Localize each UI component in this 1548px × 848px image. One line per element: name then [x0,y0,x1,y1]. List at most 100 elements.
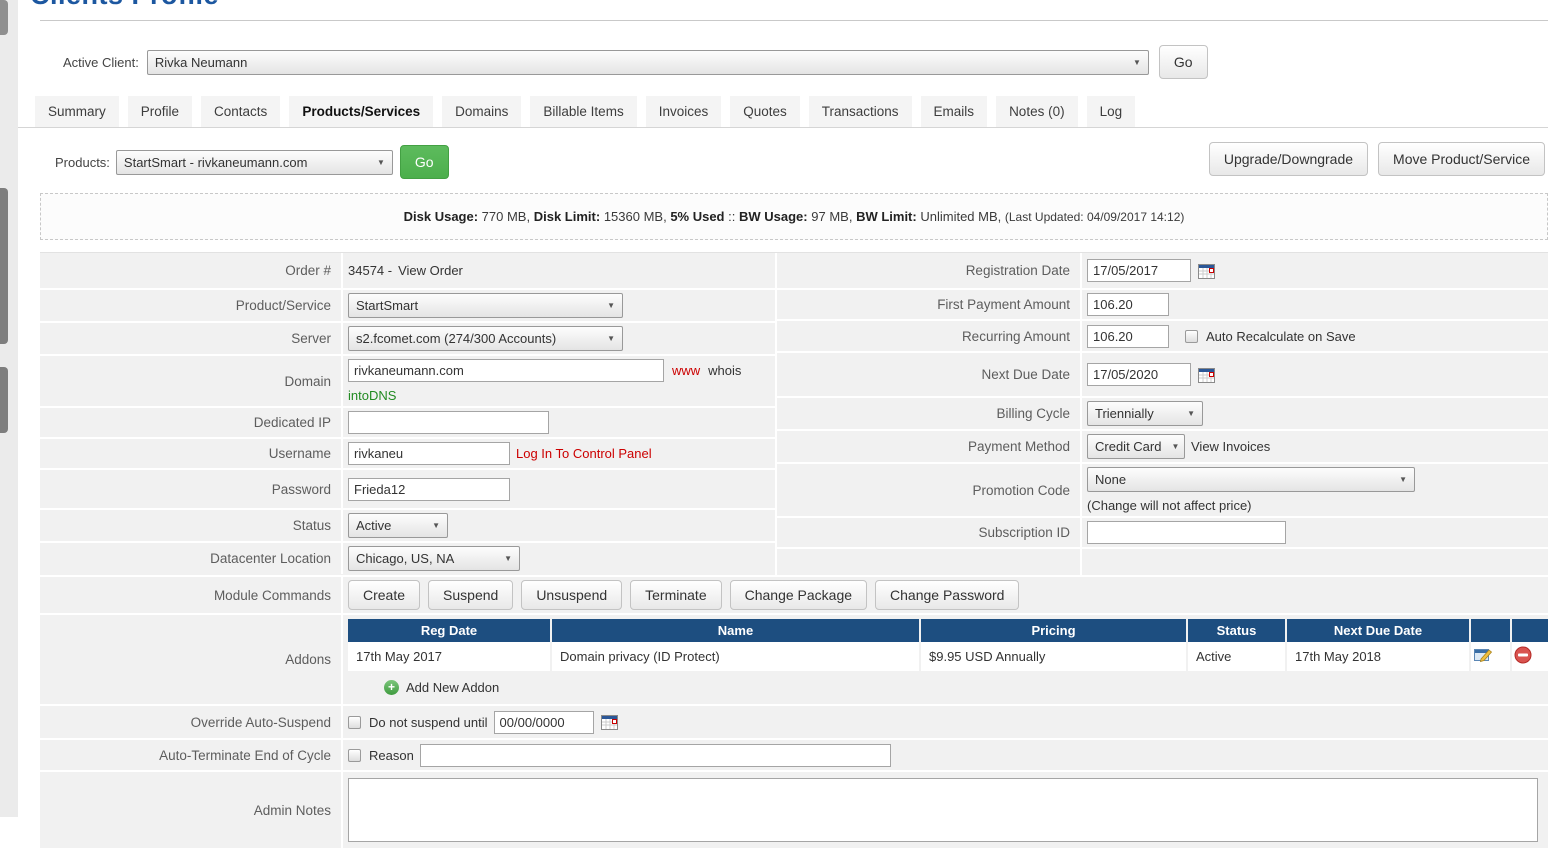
products-select[interactable]: StartSmart - rivkaneumann.com ▼ [115,149,393,175]
products-selected: StartSmart - rivkaneumann.com [123,154,308,170]
override-auto-suspend-row: Override Auto-Suspend Do not suspend unt… [40,706,1548,740]
view-invoices-link[interactable]: View Invoices [1191,439,1271,454]
tab-quotes[interactable]: Quotes [730,96,800,127]
billing-cycle-select[interactable]: Triennially ▼ [1087,401,1203,426]
module-unsuspend-button[interactable]: Unsuspend [521,580,623,610]
addons-row: Addons Reg Date Name Pricing Status Next… [40,615,1548,706]
datacenter-select[interactable]: Chicago, US, NA ▼ [348,546,520,571]
client-tabs: Summary Profile Contacts Products/Servic… [18,96,1548,128]
upgrade-downgrade-button[interactable]: Upgrade/Downgrade [1208,142,1369,176]
addons-header-reg-date: Reg Date [348,619,552,642]
calendar-icon[interactable] [600,713,620,731]
domain-input[interactable] [348,359,664,382]
tab-notes[interactable]: Notes (0) [996,96,1078,127]
recurring-amount-label: Recurring Amount [777,321,1082,351]
tab-transactions[interactable]: Transactions [808,96,912,127]
module-create-button[interactable]: Create [348,580,421,610]
active-client-select[interactable]: Rivka Neumann ▼ [146,49,1149,75]
registration-date-input[interactable] [1087,259,1191,282]
payment-method-label: Payment Method [777,431,1082,462]
admin-notes-textarea[interactable] [348,778,1538,842]
calendar-icon[interactable] [1197,366,1217,384]
first-payment-input[interactable] [1087,293,1169,316]
addons-header-edit-col [1470,619,1512,642]
suspend-until-date-input[interactable] [493,710,594,734]
tab-summary[interactable]: Summary [35,96,119,127]
tab-log[interactable]: Log [1086,96,1136,127]
terminate-reason-input[interactable] [419,743,891,767]
view-order-link[interactable]: View Order [398,263,463,278]
domain-intodns-link[interactable]: intoDNS [348,388,397,403]
active-client-go-button[interactable]: Go [1158,45,1208,79]
move-product-service-button[interactable]: Move Product/Service [1378,142,1545,176]
admin-notes-label: Admin Notes [40,772,343,848]
promotion-code-row: Promotion Code None ▼ (Change will not a… [777,464,1548,518]
product-service-select[interactable]: StartSmart ▼ [348,293,623,318]
subscription-id-input[interactable] [1087,521,1286,544]
module-change-password-button[interactable]: Change Password [875,580,1020,610]
dedicated-ip-input[interactable] [348,411,549,434]
login-control-panel-link[interactable]: Log In To Control Panel [516,446,652,461]
active-client-selected: Rivka Neumann [154,54,248,70]
sidebar-handle[interactable] [0,188,8,344]
module-terminate-button[interactable]: Terminate [630,580,722,610]
username-input[interactable] [348,442,510,465]
promotion-code-note: (Change will not affect price) [1087,498,1252,513]
datacenter-label: Datacenter Location [40,543,343,574]
next-due-date-row: Next Due Date [777,353,1548,398]
addon-name: Domain privacy (ID Protect) [551,642,921,671]
override-auto-suspend-label: Override Auto-Suspend [40,706,343,738]
do-not-suspend-label: Do not suspend until [369,714,488,730]
billing-cycle-label: Billing Cycle [777,398,1082,429]
next-due-date-input[interactable] [1087,363,1191,386]
tab-domains[interactable]: Domains [442,96,522,127]
promotion-code-label: Promotion Code [777,464,1082,516]
auto-terminate-checkbox[interactable] [348,748,361,762]
billing-cycle-selected: Triennially [1095,406,1154,421]
edit-addon-icon[interactable] [1473,646,1493,664]
registration-date-row: Registration Date [777,253,1548,290]
products-go-button[interactable]: Go [399,145,449,179]
order-number: 34574 - [348,263,393,278]
status-row: Status Active ▼ [40,510,775,543]
disk-limit-label: Disk Limit: [533,209,601,224]
recurring-amount-input[interactable] [1087,324,1169,348]
tab-profile[interactable]: Profile [127,96,193,127]
domain-www-link[interactable]: www [672,363,701,378]
dedicated-ip-label: Dedicated IP [40,408,343,437]
addon-status: Active [1187,642,1287,671]
details-left-column: Order # 34574 - View Order Product/Servi… [40,253,775,575]
dropdown-arrow-icon: ▼ [1132,57,1141,67]
dedicated-ip-row: Dedicated IP [40,408,775,439]
tab-emails[interactable]: Emails [920,96,988,127]
override-auto-suspend-checkbox[interactable] [348,715,361,729]
status-label: Status [40,510,343,541]
auto-recalculate-checkbox[interactable] [1185,329,1198,343]
add-new-addon-button[interactable]: + Add New Addon [384,680,1544,695]
tab-billable-items[interactable]: Billable Items [530,96,637,127]
sidebar-handle[interactable] [0,367,8,433]
password-input[interactable] [348,477,510,501]
module-change-package-button[interactable]: Change Package [729,580,868,610]
tab-products-services[interactable]: Products/Services [289,96,434,127]
promotion-code-select[interactable]: None ▼ [1087,467,1415,492]
usage-last-updated: (Last Updated: 04/09/2017 14:12) [1004,210,1185,224]
tab-invoices[interactable]: Invoices [645,96,722,127]
addons-header-status: Status [1187,619,1287,642]
active-client-bar: Active Client: Rivka Neumann ▼ Go [18,45,1548,79]
server-row: Server s2.fcomet.com (274/300 Accounts) … [40,323,775,356]
addons-header-name: Name [551,619,921,642]
billing-cycle-row: Billing Cycle Triennially ▼ [777,398,1548,431]
domain-label: Domain [40,356,343,406]
payment-method-selected: Credit Card [1095,439,1162,454]
server-label: Server [40,323,343,354]
calendar-icon[interactable] [1197,262,1217,280]
delete-addon-icon[interactable] [1514,646,1532,664]
tab-contacts[interactable]: Contacts [201,96,281,127]
sidebar-handle[interactable] [0,0,8,35]
payment-method-select[interactable]: Credit Card ▼ [1087,434,1185,459]
domain-whois-link[interactable]: whois [708,363,742,378]
status-select[interactable]: Active ▼ [348,513,448,538]
module-suspend-button[interactable]: Suspend [428,580,514,610]
server-select[interactable]: s2.fcomet.com (274/300 Accounts) ▼ [348,326,623,351]
